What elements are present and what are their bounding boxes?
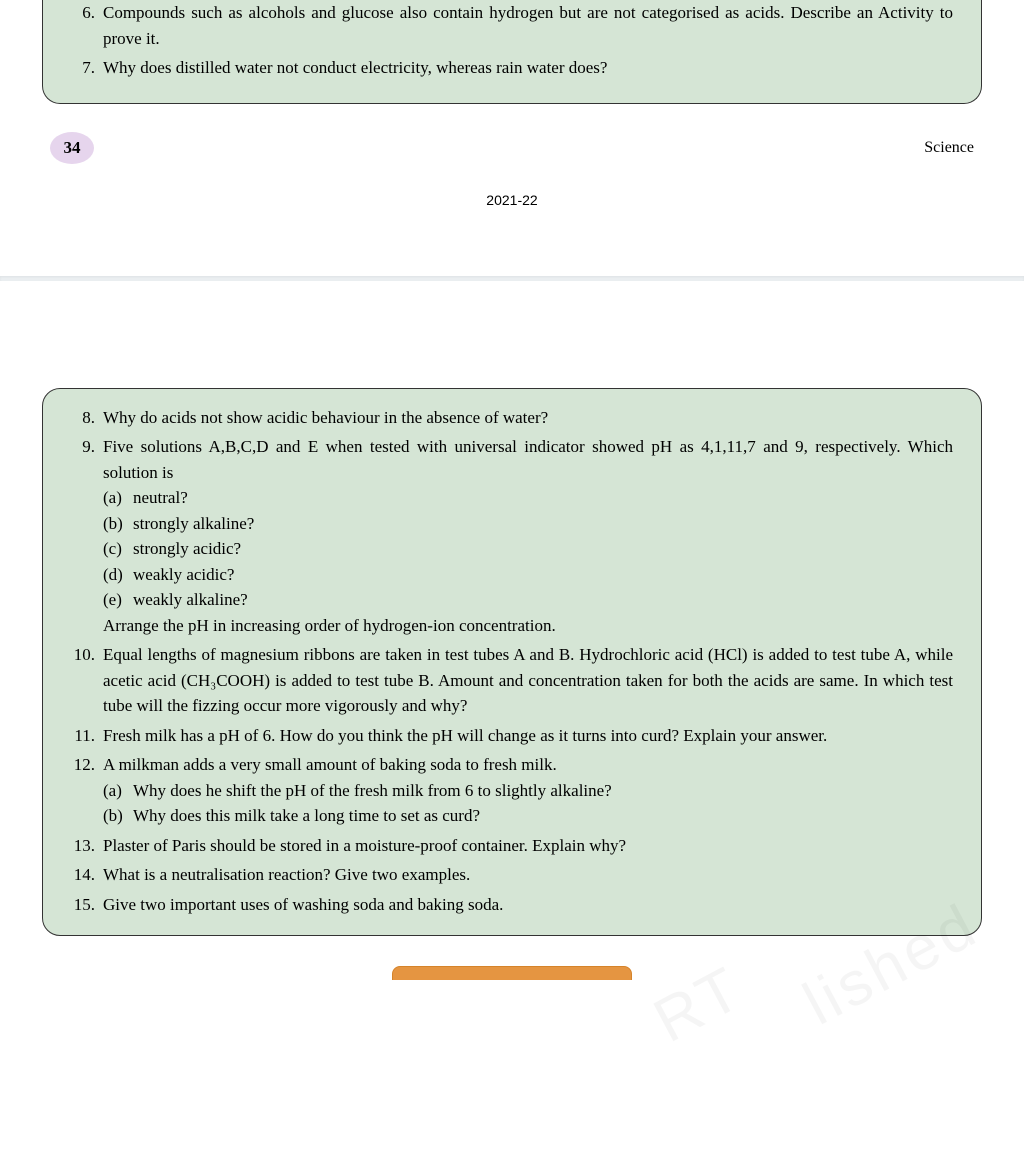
sub-question-list: (a)neutral? (b)strongly alkaline? (c)str… [103, 485, 953, 638]
sub-label: (a) [103, 485, 133, 511]
question-item: 6. Compounds such as alcohols and glucos… [71, 0, 953, 51]
sub-text: weakly alkaline? [133, 587, 953, 613]
question-text: A milkman adds a very small amount of ba… [103, 752, 953, 829]
sub-question: (d)weakly acidic? [103, 562, 953, 588]
question-number: 14. [71, 862, 103, 888]
question-number: 11. [71, 723, 103, 749]
sub-text: weakly acidic? [133, 562, 953, 588]
question-item: 12. A milkman adds a very small amount o… [71, 752, 953, 829]
question-text: Give two important uses of washing soda … [103, 892, 953, 918]
orange-section-tab [392, 966, 632, 980]
sub-label: (a) [103, 778, 133, 804]
sub-question: (b)Why does this milk take a long time t… [103, 803, 953, 829]
question-number: 9. [71, 434, 103, 638]
question-number: 15. [71, 892, 103, 918]
question-item: 14. What is a neutralisation reaction? G… [71, 862, 953, 888]
question-text: Compounds such as alcohols and glucose a… [103, 0, 953, 51]
sub-label: (c) [103, 536, 133, 562]
page-separator [0, 208, 1024, 388]
sub-label: (d) [103, 562, 133, 588]
question-text: Plaster of Paris should be stored in a m… [103, 833, 953, 859]
sub-question: (e)weakly alkaline? [103, 587, 953, 613]
page-top-section: 6. Compounds such as alcohols and glucos… [0, 0, 1024, 208]
question-box-top: 6. Compounds such as alcohols and glucos… [42, 0, 982, 104]
question-item: 15. Give two important uses of washing s… [71, 892, 953, 918]
sub-label: (b) [103, 803, 133, 829]
watermark-text: RT [643, 952, 755, 1057]
question-text: Why does distilled water not conduct ele… [103, 55, 953, 81]
sub-text: neutral? [133, 485, 953, 511]
question-text: Fresh milk has a pH of 6. How do you thi… [103, 723, 953, 749]
arrange-instruction: Arrange the pH in increasing order of hy… [103, 613, 953, 639]
page-footer: 34 Science [42, 132, 982, 164]
question-item: 7. Why does distilled water not conduct … [71, 55, 953, 81]
question-text: What is a neutralisation reaction? Give … [103, 862, 953, 888]
question-intro: A milkman adds a very small amount of ba… [103, 755, 557, 774]
question-number: 7. [71, 55, 103, 81]
sub-label: (b) [103, 511, 133, 537]
sub-text: strongly alkaline? [133, 511, 953, 537]
subject-label: Science [924, 139, 974, 157]
sub-text: Why does he shift the pH of the fresh mi… [133, 778, 953, 804]
sub-question-list: (a)Why does he shift the pH of the fresh… [103, 778, 953, 829]
sub-label: (e) [103, 587, 133, 613]
question-number: 13. [71, 833, 103, 859]
question-number: 12. [71, 752, 103, 829]
sub-text: strongly acidic? [133, 536, 953, 562]
sub-question: (a)neutral? [103, 485, 953, 511]
question-item: 9. Five solutions A,B,C,D and E when tes… [71, 434, 953, 638]
page-bottom-section: lished RT 8. Why do acids not show acidi… [0, 388, 1024, 981]
year-label: 2021-22 [30, 192, 994, 208]
question-item: 8. Why do acids not show acidic behaviou… [71, 405, 953, 431]
sub-text: Why does this milk take a long time to s… [133, 803, 953, 829]
question-intro: Five solutions A,B,C,D and E when tested… [103, 437, 953, 482]
question-number: 8. [71, 405, 103, 431]
page-number-badge: 34 [50, 132, 94, 164]
sub-question: (b)strongly alkaline? [103, 511, 953, 537]
question-number: 10. [71, 642, 103, 719]
question-text: Equal lengths of magnesium ribbons are t… [103, 642, 953, 719]
sub-question: (c)strongly acidic? [103, 536, 953, 562]
question-item: 11. Fresh milk has a pH of 6. How do you… [71, 723, 953, 749]
sub-question: (a)Why does he shift the pH of the fresh… [103, 778, 953, 804]
question-text: Five solutions A,B,C,D and E when tested… [103, 434, 953, 638]
question-box-bottom: 8. Why do acids not show acidic behaviou… [42, 388, 982, 937]
question-item: 13. Plaster of Paris should be stored in… [71, 833, 953, 859]
question-text: Why do acids not show acidic behaviour i… [103, 405, 953, 431]
question-item: 10. Equal lengths of magnesium ribbons a… [71, 642, 953, 719]
question-number: 6. [71, 0, 103, 51]
